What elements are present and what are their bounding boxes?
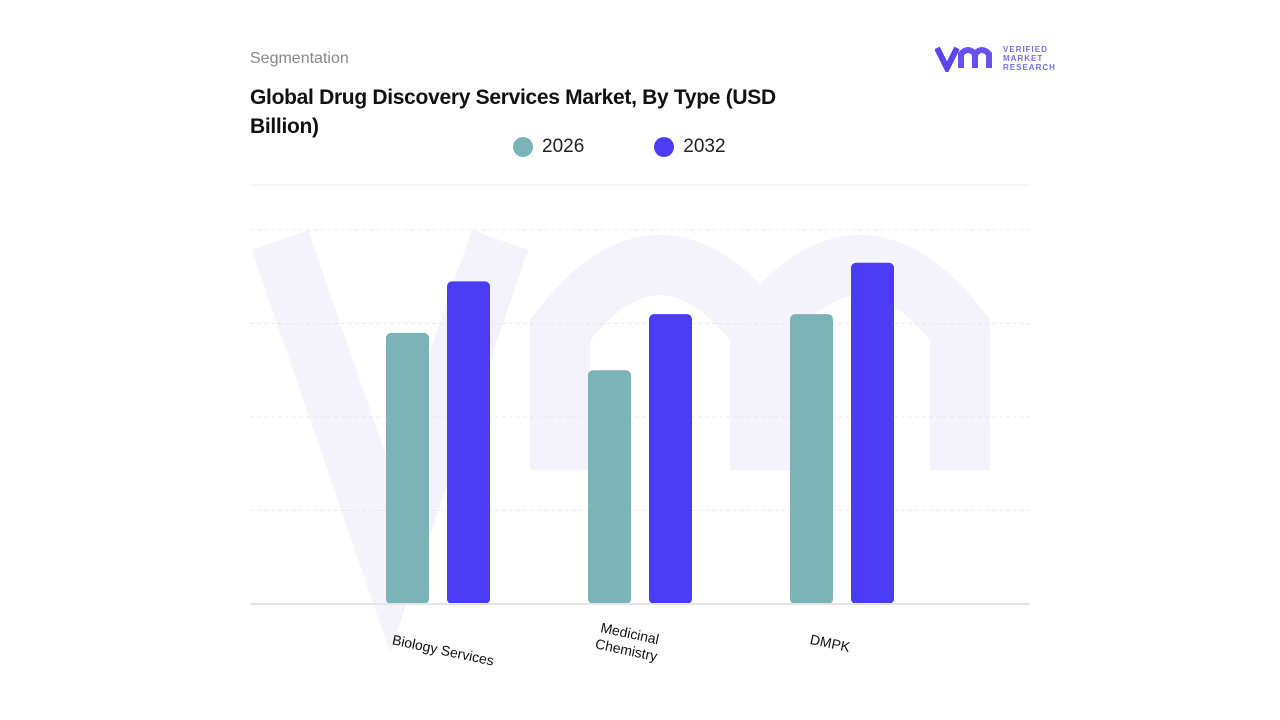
legend-swatch	[513, 137, 533, 157]
chart-title: Global Drug Discovery Services Market, B…	[250, 86, 776, 138]
bar-2026	[588, 370, 631, 604]
logo-line: MARKET	[1003, 53, 1044, 63]
legend-label: 2026	[542, 136, 585, 157]
legend: 2026 2032	[513, 136, 726, 158]
section-label: Segmentation	[250, 50, 349, 67]
bar-2032	[649, 314, 692, 604]
legend-label: 2032	[683, 136, 726, 157]
logo-line: RESEARCH	[1003, 62, 1056, 72]
legend-swatch	[654, 137, 675, 157]
bar-2026	[386, 332, 429, 604]
bar-2032	[447, 281, 490, 604]
legend-item-2032: 2032	[654, 136, 726, 158]
legend-item-2026: 2026	[513, 136, 584, 158]
vmr-logo: VERIFIED MARKET RESEARCH	[935, 44, 1056, 72]
bar-2032	[851, 262, 894, 604]
logo-line: VERIFIED	[1003, 44, 1048, 54]
vmr-logo-icon	[935, 46, 992, 72]
bar-2026	[790, 314, 833, 604]
